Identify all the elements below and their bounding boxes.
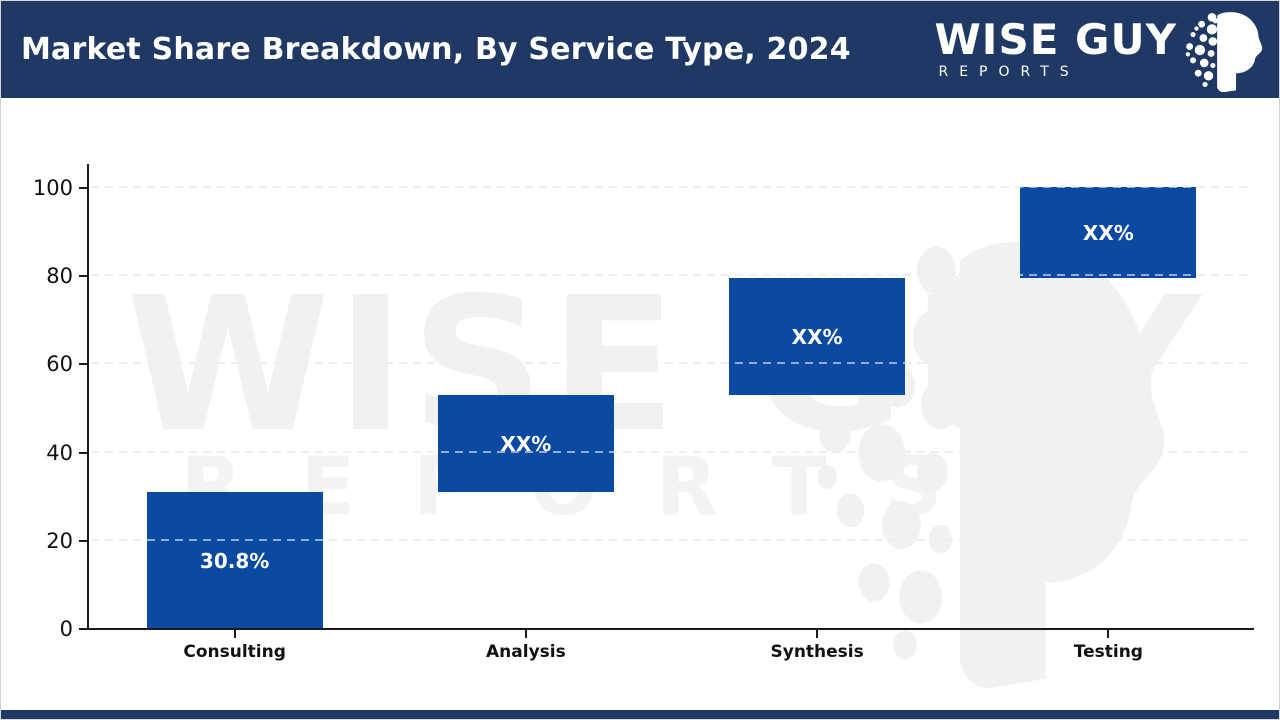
y-axis-line — [87, 164, 89, 630]
y-tick — [79, 539, 87, 542]
brand-logo-text: WISE GUY REPORTS — [934, 15, 1177, 81]
gridline-overlay — [91, 362, 1254, 365]
bar-value-label: 30.8% — [199, 549, 270, 574]
y-tick — [79, 451, 87, 454]
x-tick-label: Analysis — [486, 642, 566, 662]
y-tick-label: 80 — [46, 264, 73, 289]
gridline-overlay — [91, 186, 1254, 188]
y-tick-label: 40 — [46, 440, 73, 465]
plot-area: 0 20 40 60 80 100 30.8% Consulting XX% Analysis XX… — [1, 98, 1279, 712]
bar-value-label: XX% — [500, 432, 552, 457]
x-tick — [1107, 630, 1110, 638]
gridline-overlay — [91, 450, 1254, 453]
gridline-overlay — [91, 274, 1254, 277]
chart-title: Market Share Breakdown, By Service Type,… — [21, 32, 851, 67]
gridline-overlay — [91, 538, 1254, 541]
x-axis-line — [87, 628, 1254, 630]
y-tick-label: 100 — [32, 176, 73, 200]
brand-logo: WISE GUY REPORTS — [934, 1, 1267, 98]
brand-subname: REPORTS — [938, 64, 1080, 80]
dotted-head-icon — [1185, 11, 1263, 92]
y-tick-label: 60 — [46, 352, 73, 377]
y-tick-label: 20 — [46, 528, 73, 553]
bar — [437, 394, 614, 493]
x-tick-label: Testing — [1073, 642, 1143, 662]
brand-name: WISE GUY — [934, 15, 1177, 64]
waterfall-chart: WISE GUY REPORTS 02040608010030.8%Consul… — [1, 98, 1279, 712]
bar-value-label: XX% — [1082, 221, 1134, 246]
bar — [146, 492, 323, 628]
y-tick — [79, 363, 87, 366]
y-tick — [79, 628, 87, 630]
header-bar: Market Share Breakdown, By Service Type,… — [1, 1, 1279, 98]
x-tick — [524, 630, 527, 638]
x-tick — [816, 630, 819, 638]
bar-value-label: XX% — [791, 325, 843, 350]
y-tick-label: 0 — [59, 617, 73, 641]
footer-bar — [1, 710, 1279, 719]
y-tick — [79, 187, 87, 189]
x-tick-label: Consulting — [183, 642, 286, 662]
y-tick — [79, 275, 87, 278]
x-tick — [233, 630, 236, 638]
x-tick-label: Synthesis — [770, 642, 864, 662]
